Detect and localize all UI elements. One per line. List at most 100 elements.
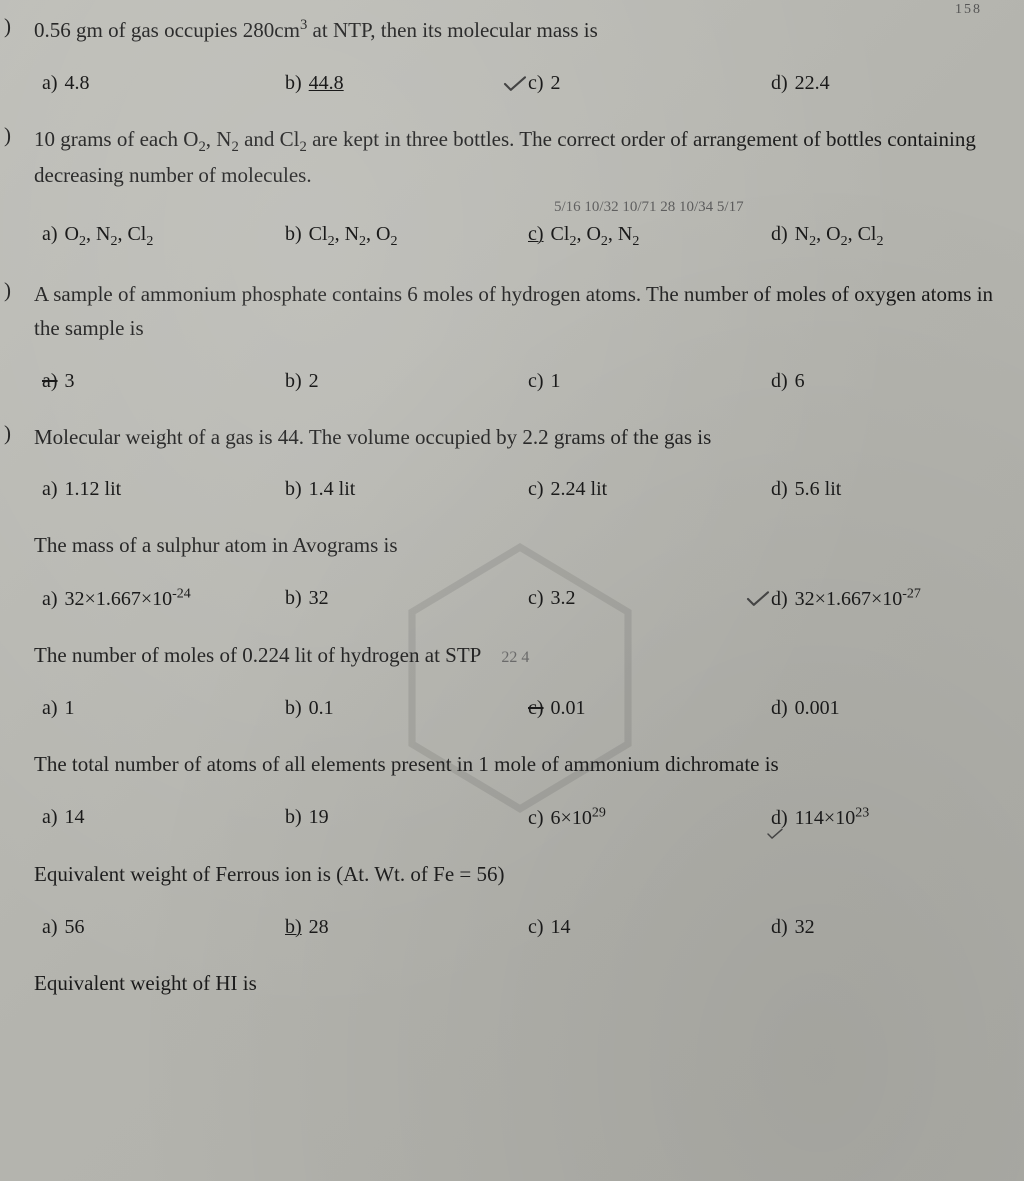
option-value: 32×1.667×10-27 xyxy=(795,588,921,610)
option-label: c) xyxy=(528,807,544,829)
option-label: a) xyxy=(42,806,58,828)
question-block: Equivalent weight of Ferrous ion is (At.… xyxy=(0,858,1014,939)
option-value: 22.4 xyxy=(795,72,830,94)
option-value: 5.6 lit xyxy=(795,478,842,500)
option: b) 1.4 lit xyxy=(285,478,528,501)
pencil-work: 5/16 10/32 10/71 28 10/34 5/17 xyxy=(554,199,1014,216)
option-label: c) xyxy=(528,370,544,392)
pencil-annotation: 22 4 xyxy=(501,649,529,666)
option-label: c) xyxy=(528,72,544,94)
question-block: )Molecular weight of a gas is 44. The vo… xyxy=(0,421,1014,502)
question-block: )A sample of ammonium phosphate contains… xyxy=(0,278,1014,392)
option-label: b) xyxy=(285,697,302,719)
question-block: )10 grams of each O2, N2 and Cl2 are kep… xyxy=(0,123,1014,251)
option-label: a) xyxy=(42,72,58,94)
option: a) 14 xyxy=(42,806,285,831)
option-value: 3.2 xyxy=(551,587,576,609)
options-row: a) 3b) 2c) 1 d) 6 xyxy=(34,370,1014,393)
option-label: a) xyxy=(42,916,58,938)
options-row: a) 4.8b) 44.8c) 2d) 22.4 xyxy=(34,72,1014,95)
question-marker: ) xyxy=(4,421,34,446)
question-text: Molecular weight of a gas is 44. The vol… xyxy=(34,421,1014,455)
option-label: c) xyxy=(528,587,544,609)
option: d) 6 xyxy=(771,370,1014,393)
option: a) 32×1.667×10-24 xyxy=(42,587,285,612)
page-number-handwritten: 158 xyxy=(955,2,982,18)
question-row: Equivalent weight of HI is xyxy=(34,967,1014,1001)
option-label: c) xyxy=(528,223,544,245)
question-text: Equivalent weight of Ferrous ion is (At.… xyxy=(34,858,1014,892)
option-label: b) xyxy=(285,806,302,828)
option: c) 3.2 xyxy=(528,587,771,612)
option: a) 1 xyxy=(42,697,285,720)
option: a) 3 xyxy=(42,370,285,393)
option: b) 2 xyxy=(285,370,528,393)
option: b) 19 xyxy=(285,806,528,831)
question-row: )Molecular weight of a gas is 44. The vo… xyxy=(34,421,1014,455)
option-label: a) xyxy=(42,370,58,392)
option: d) 32×1.667×10-27 xyxy=(771,587,1014,612)
option: c) 2.24 lit xyxy=(528,478,771,501)
option-label: b) xyxy=(285,223,302,245)
question-block: The number of moles of 0.224 lit of hydr… xyxy=(0,639,1014,720)
option-label: d) xyxy=(771,697,788,719)
option: b) 44.8 xyxy=(285,72,528,95)
question-row: )A sample of ammonium phosphate contains… xyxy=(34,278,1014,345)
option: a) 4.8 xyxy=(42,72,285,95)
option-label: b) xyxy=(285,370,302,392)
option: a) 56 xyxy=(42,916,285,939)
option-label: a) xyxy=(42,588,58,610)
option-label: b) xyxy=(285,916,302,938)
question-row: )0.56 gm of gas occupies 280cm3 at NTP, … xyxy=(34,14,1014,48)
question-row: The mass of a sulphur atom in Avograms i… xyxy=(34,529,1014,563)
option-label: d) xyxy=(771,588,788,610)
options-row: a) 56b) 28c) 14d) 32 xyxy=(34,916,1014,939)
option-value: 14 xyxy=(551,916,571,938)
question-block: )0.56 gm of gas occupies 280cm3 at NTP, … xyxy=(0,14,1014,95)
option-value: 114×1023 xyxy=(795,807,870,829)
option: b) 28 xyxy=(285,916,528,939)
option: d) 22.4 xyxy=(771,72,1014,95)
question-text: 0.56 gm of gas occupies 280cm3 at NTP, t… xyxy=(34,14,1014,48)
option-label: d) xyxy=(771,72,788,94)
option-label: a) xyxy=(42,478,58,500)
question-text: 10 grams of each O2, N2 and Cl2 are kept… xyxy=(34,123,1014,193)
option-label: b) xyxy=(285,478,302,500)
question-text: The number of moles of 0.224 lit of hydr… xyxy=(34,639,1014,673)
option-label: a) xyxy=(42,223,58,245)
option-label: d) xyxy=(771,370,788,392)
option-value: 2 xyxy=(551,72,561,94)
option-value: 1.4 lit xyxy=(309,478,356,500)
option-value: 19 xyxy=(309,806,329,828)
option: c) 2 xyxy=(528,72,771,95)
option-value: 1.12 lit xyxy=(65,478,122,500)
question-row: The number of moles of 0.224 lit of hydr… xyxy=(34,639,1014,673)
options-row: a) 1b) 0.1c) 0.01d) 0.001 xyxy=(34,697,1014,720)
option-value: 14 xyxy=(65,806,85,828)
option-value: 6×1029 xyxy=(551,807,606,829)
questions-container: )0.56 gm of gas occupies 280cm3 at NTP, … xyxy=(0,14,1014,1000)
option-value: O2, N2, Cl2 xyxy=(65,223,154,245)
question-text: A sample of ammonium phosphate contains … xyxy=(34,278,1014,345)
option-label: d) xyxy=(771,807,788,829)
question-text: Equivalent weight of HI is xyxy=(34,967,1014,1001)
option-value: N2, O2, Cl2 xyxy=(795,223,884,245)
question-marker: ) xyxy=(4,123,34,148)
option-label: b) xyxy=(285,587,302,609)
option-value: 32 xyxy=(795,916,815,938)
question-block: Equivalent weight of HI is xyxy=(0,967,1014,1001)
option-value: Cl2, N2, O2 xyxy=(309,223,398,245)
option-label: d) xyxy=(771,478,788,500)
option: a) O2, N2, Cl2 xyxy=(42,223,285,250)
question-row: Equivalent weight of Ferrous ion is (At.… xyxy=(34,858,1014,892)
option: c) 14 xyxy=(528,916,771,939)
option-label: c) xyxy=(528,916,544,938)
options-row: a) 1.12 litb) 1.4 litc) 2.24 litd) 5.6 l… xyxy=(34,478,1014,501)
question-marker: ) xyxy=(4,14,34,39)
question-row: )10 grams of each O2, N2 and Cl2 are kep… xyxy=(34,123,1014,193)
option: d) 114×1023 xyxy=(771,806,1014,831)
option-label: a) xyxy=(42,697,58,719)
option-value: 1 xyxy=(551,370,561,392)
option-value: 32×1.667×10-24 xyxy=(65,588,191,610)
option: b) 32 xyxy=(285,587,528,612)
